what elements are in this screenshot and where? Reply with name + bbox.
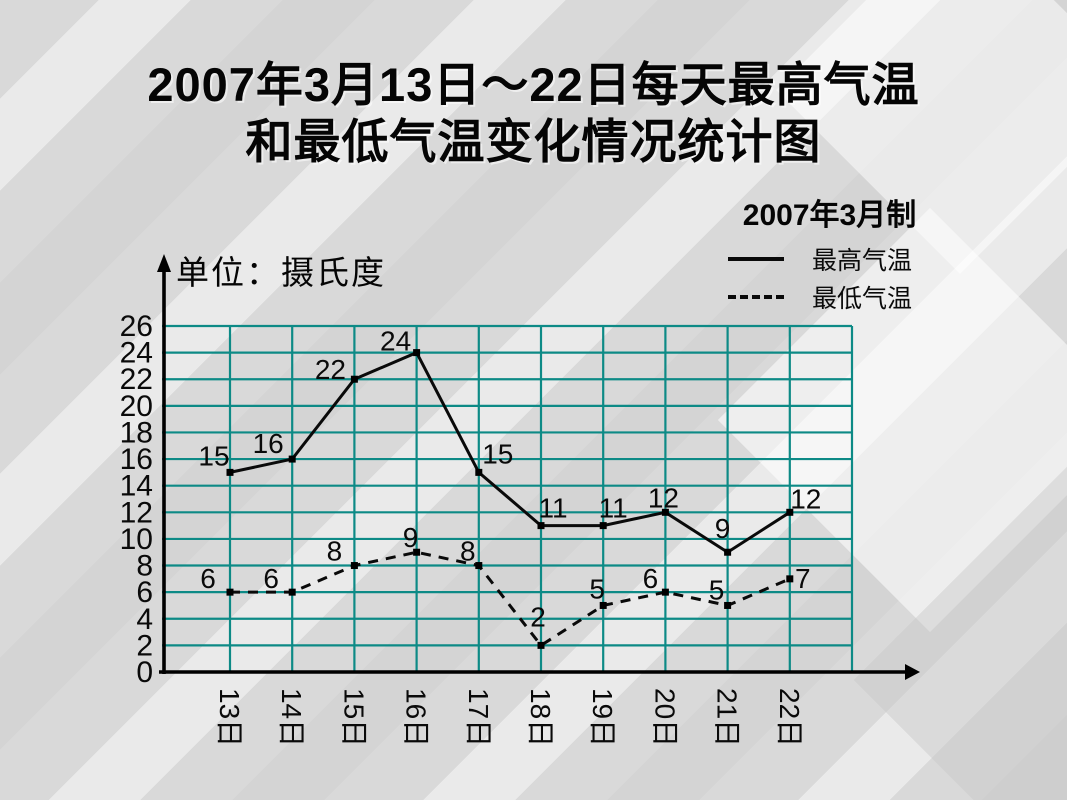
data-label: 5 [589, 573, 605, 604]
svg-text:26: 26 [120, 310, 153, 343]
data-label: 6 [643, 563, 659, 594]
data-label: 22 [315, 354, 346, 385]
data-point [661, 588, 669, 596]
data-label: 24 [380, 326, 411, 357]
data-label: 5 [709, 574, 725, 605]
data-point [599, 601, 607, 609]
data-label: 12 [648, 482, 679, 513]
data-label: 2 [530, 601, 546, 632]
series-最高气温: 15 16 22 24 15 11 11 12 9 12 [198, 326, 821, 556]
data-point [350, 562, 358, 570]
svg-text:17日: 17日 [463, 688, 494, 747]
svg-text:16: 16 [120, 443, 153, 476]
svg-text:16日: 16日 [401, 688, 432, 747]
svg-text:15日: 15日 [338, 688, 369, 747]
data-label: 15 [482, 438, 513, 469]
svg-text:14: 14 [120, 470, 153, 503]
data-label: 8 [460, 536, 476, 567]
data-label: 11 [538, 493, 567, 524]
data-label: 6 [263, 563, 279, 594]
data-label: 12 [790, 483, 821, 514]
svg-text:21日: 21日 [712, 688, 743, 747]
data-label: 9 [715, 513, 731, 544]
data-label: 7 [795, 563, 811, 594]
data-point [724, 601, 732, 609]
svg-text:20日: 20日 [649, 688, 680, 747]
chart-title-line1: 2007年3月13日～22日每天最高气温 [147, 58, 920, 111]
x-tick-labels: 13日 14日 15日 16日 17日 18日 19日 20日 21日 22日 [214, 688, 805, 747]
legend-label-min: 最低气温 [812, 285, 913, 313]
data-point [288, 455, 296, 463]
svg-text:4: 4 [136, 603, 153, 636]
data-point [226, 588, 234, 596]
data-label: 6 [200, 563, 216, 594]
legend-item-min: 最低气温 [728, 278, 912, 316]
data-label: 15 [198, 440, 229, 471]
svg-text:0: 0 [136, 656, 153, 689]
svg-text:24: 24 [120, 337, 153, 370]
svg-text:22: 22 [120, 363, 153, 396]
dashed-line-swatch [728, 295, 784, 299]
svg-text:22日: 22日 [774, 688, 805, 747]
svg-text:18日: 18日 [525, 688, 556, 747]
axes [157, 254, 920, 680]
svg-text:12: 12 [120, 496, 153, 529]
legend-item-max: 最高气温 [728, 240, 912, 278]
data-point [413, 349, 421, 357]
solid-line-swatch [728, 257, 784, 261]
data-point [350, 375, 358, 383]
data-point [786, 575, 794, 583]
svg-text:6: 6 [136, 576, 153, 609]
svg-text:2: 2 [136, 629, 153, 662]
data-point [413, 548, 421, 556]
data-point [661, 508, 669, 516]
svg-text:8: 8 [136, 550, 153, 583]
data-point [724, 548, 732, 556]
data-point [786, 508, 794, 516]
y-axis-unit-label: 单位：摄氏度 [176, 254, 386, 291]
data-point [475, 468, 483, 476]
data-point [226, 468, 234, 476]
legend-label-max: 最高气温 [812, 247, 913, 275]
svg-text:19日: 19日 [587, 688, 618, 747]
svg-text:14日: 14日 [276, 688, 307, 747]
made-date-label: 2007年3月制 [742, 199, 917, 232]
series-最低气温: 6 6 8 9 8 2 5 6 5 7 [200, 522, 811, 649]
data-point [288, 588, 296, 596]
chart-title: 2007年3月13日～22日每天最高气温 和最低气温变化情况统计图 [0, 56, 1067, 170]
data-point [537, 522, 545, 530]
data-label: 16 [253, 428, 284, 459]
data-label: 8 [327, 536, 343, 567]
data-point [599, 522, 607, 530]
svg-text:10: 10 [120, 523, 153, 556]
legend: 最高气温 最低气温 [728, 240, 912, 316]
chart-title-line2: 和最低气温变化情况统计图 [245, 115, 822, 168]
svg-text:13日: 13日 [214, 688, 245, 747]
svg-text:18: 18 [120, 416, 153, 449]
grid [162, 324, 854, 671]
data-point [537, 641, 545, 649]
data-label: 11 [599, 493, 628, 524]
data-point [475, 562, 483, 570]
data-label: 9 [403, 522, 419, 553]
svg-text:20: 20 [120, 390, 153, 423]
